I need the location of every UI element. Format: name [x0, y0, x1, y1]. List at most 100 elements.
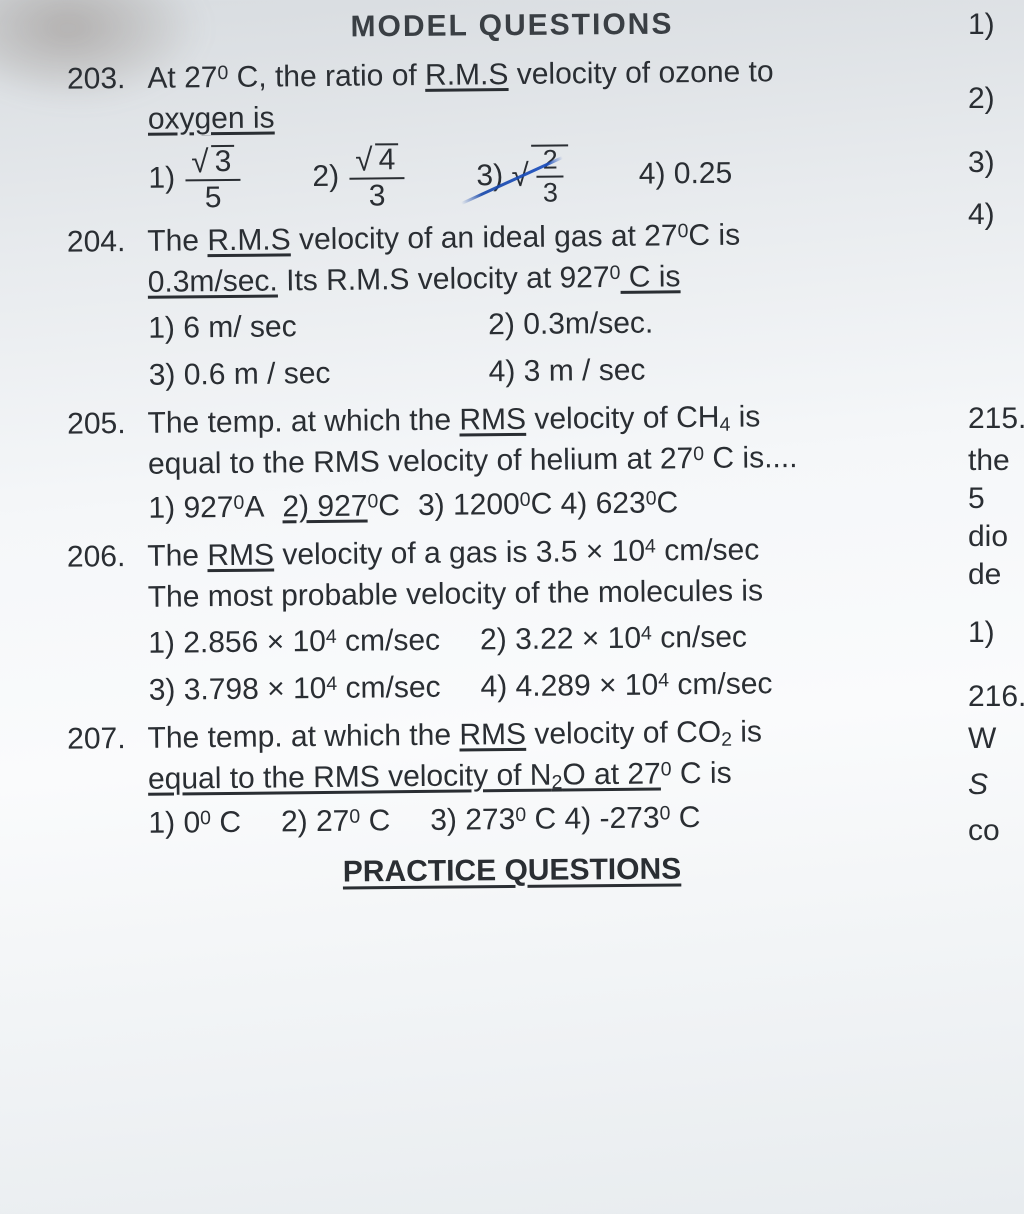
q203-t-a: At 27: [147, 61, 217, 95]
q206-options-b: 3) 3.798 × 104 cm/sec 4) 4.289 × 104 cm/…: [149, 661, 1005, 710]
q207-td: equal to the RMS velocity of N: [148, 758, 552, 795]
q205-o3a: 3) 1200: [418, 487, 520, 521]
q206-line1: The RMS velocity of a gas is 3.5 × 104 c…: [147, 533, 759, 572]
q205-o1a: 1) 927: [148, 490, 233, 524]
q207-rms: RMS: [459, 718, 526, 752]
q205-o4a: 4) 623: [560, 486, 645, 520]
right-frag-1: 1): [968, 8, 1018, 42]
sup-4: 4: [645, 535, 656, 557]
q204-opt4: 4) 3 m / sec: [488, 349, 688, 392]
q203-options: 1) 3 5 2) 4 3 3): [148, 136, 1005, 213]
q204-rms: R.M.S: [207, 223, 291, 257]
q205-ta: The temp. at which the: [147, 403, 459, 439]
right-215-l4: de: [968, 558, 1018, 592]
q204-ta: The: [147, 224, 207, 258]
q203-opt2-pre: 2): [312, 159, 347, 192]
right-216: 216. At: [968, 680, 1018, 714]
page: MODEL QUESTIONS 203. At 270 C, the ratio…: [0, 0, 1024, 891]
q206-o2b: cn/sec: [652, 621, 747, 655]
q207-ta: The temp. at which the: [147, 719, 459, 755]
right-215-l3: dio: [968, 520, 1018, 554]
q203-line1: At 270 C, the ratio of R.M.S velocity of…: [147, 55, 773, 95]
q206-line2: The most probable velocity of the molecu…: [148, 574, 764, 613]
q203-opt3: 3) 2 3: [476, 144, 569, 207]
q203-t-b: C, the ratio of: [228, 58, 425, 93]
q203-opt2: 2) 4 3: [312, 143, 407, 212]
q206-o1a: 1) 2.856 × 10: [148, 625, 326, 660]
q207-tc: is: [732, 715, 762, 748]
sub-N2: 2: [551, 771, 562, 793]
right-frag-2: 2): [968, 82, 1018, 116]
q207-tf: C is: [671, 756, 731, 790]
q205-opt3: 3) 12000C 4) 6230C: [418, 483, 679, 526]
q206-tb: velocity of a gas is 3.5 × 10: [274, 535, 645, 572]
qbody-205: The temp. at which the RMS velocity of C…: [147, 394, 1004, 528]
q203-opt1-pre: 1): [148, 161, 183, 194]
q203-t-c: velocity of ozone to: [508, 55, 773, 91]
right-216-l3: co: [968, 814, 1018, 848]
q204-line2: 0.3m/sec. Its R.M.S velocity at 9270 C i…: [148, 259, 681, 298]
q205-line2: equal to the RMS velocity of helium at 2…: [148, 440, 798, 480]
q206-rms: RMS: [207, 538, 274, 572]
q206-o3a: 3) 3.798 × 10: [149, 671, 327, 706]
q206-ta: The: [147, 539, 207, 573]
q207-o3b: C: [526, 803, 556, 836]
q206-o4a: 4) 4.289 × 10: [480, 668, 658, 703]
q206-options: 1) 2.856 × 104 cm/sec 2) 3.22 × 104 cn/s…: [148, 615, 1004, 664]
q203-o3-den: 3: [537, 177, 564, 206]
q207-o1a: 1) 0: [148, 806, 200, 840]
q206-o3b: cm/sec: [337, 670, 441, 704]
right-215: 215. At: [968, 402, 1018, 436]
question-204: 204. The R.M.S velocity of an ideal gas …: [0, 212, 1024, 397]
q204-line1: The R.M.S velocity of an ideal gas at 27…: [147, 218, 740, 257]
header-partial: MODEL QUESTIONS: [0, 2, 1024, 51]
q206-o1b: cm/sec: [337, 624, 441, 658]
right-frag-4: 4): [968, 198, 1018, 232]
q203-opt4: 4) 0.25: [639, 153, 733, 194]
frac-1: 3 5: [185, 144, 241, 213]
q206-tc: cm/sec: [656, 533, 760, 567]
q204-tc: C is: [688, 218, 740, 252]
right-216-l2: S: [968, 768, 1018, 802]
frac-2: 4 3: [349, 143, 405, 212]
q204-options: 1) 6 m/ sec 2) 0.3m/sec.: [148, 299, 1004, 348]
q205-opt2: 2) 9270C: [282, 486, 400, 528]
sqrt-icon: 3: [191, 144, 234, 176]
question-206: 206. The RMS velocity of a gas is 3.5 × …: [0, 528, 1024, 713]
q205-options: 1) 9270A 2) 9270C 3) 12000C 4) 6230C: [148, 479, 1004, 528]
question-203: 203. At 270 C, the ratio of R.M.S veloci…: [0, 49, 1024, 215]
q205-td: equal to the RMS velocity of helium at 2…: [148, 441, 694, 480]
q204-opt2: 2) 0.3m/sec.: [488, 303, 688, 346]
q206-opt4: 4) 4.289 × 104 cm/sec: [480, 664, 772, 708]
question-207: 207. The temp. at which the RMS velocity…: [0, 710, 1024, 846]
q204-te: Its R.M.S velocity at 927: [278, 260, 610, 296]
qbody-206: The RMS velocity of a gas is 3.5 × 104 c…: [147, 528, 1005, 711]
q207-o4b: C: [670, 801, 700, 834]
question-205: 205. The temp. at which the RMS velocity…: [0, 394, 1024, 530]
q207-o2a: 2) 27: [281, 805, 350, 839]
right-216-l1: W: [968, 722, 1018, 756]
qbody-204: The R.M.S velocity of an ideal gas at 27…: [147, 212, 1005, 395]
q206-o4b: cm/sec: [669, 667, 773, 701]
q203-rms: R.M.S: [425, 58, 509, 92]
q203-line2: oxygen is: [148, 100, 275, 134]
sub-4: 4: [719, 413, 730, 435]
q207-o3a: 3) 273: [430, 803, 515, 837]
q205-te: C is....: [704, 440, 798, 474]
q205-o1b: A: [244, 490, 264, 523]
q206-o2a: 2) 3.22 × 10: [480, 622, 641, 657]
q206-opt3: 3) 3.798 × 104 cm/sec: [149, 667, 441, 711]
q205-o4b: C: [656, 486, 678, 519]
q207-o2b: C: [360, 804, 390, 837]
q205-line1: The temp. at which the RMS velocity of C…: [147, 400, 760, 439]
sqrt-icon: 4: [355, 143, 398, 175]
q204-tf: C is: [620, 259, 680, 293]
right-column-fragments: 1) 2) 3) 4) 215. At the 5 dio de 1) 216.…: [968, 8, 1018, 866]
q203-o1-den: 5: [199, 180, 228, 212]
q206-opt1: 1) 2.856 × 104 cm/sec: [148, 621, 440, 665]
q207-te: O at 27: [562, 757, 661, 791]
right-215-num: 215.: [968, 402, 1024, 436]
q205-o2b: C: [378, 489, 400, 522]
q203-o2-num: 4: [375, 143, 398, 175]
q206-opt2: 2) 3.22 × 104 cn/sec: [480, 618, 747, 661]
